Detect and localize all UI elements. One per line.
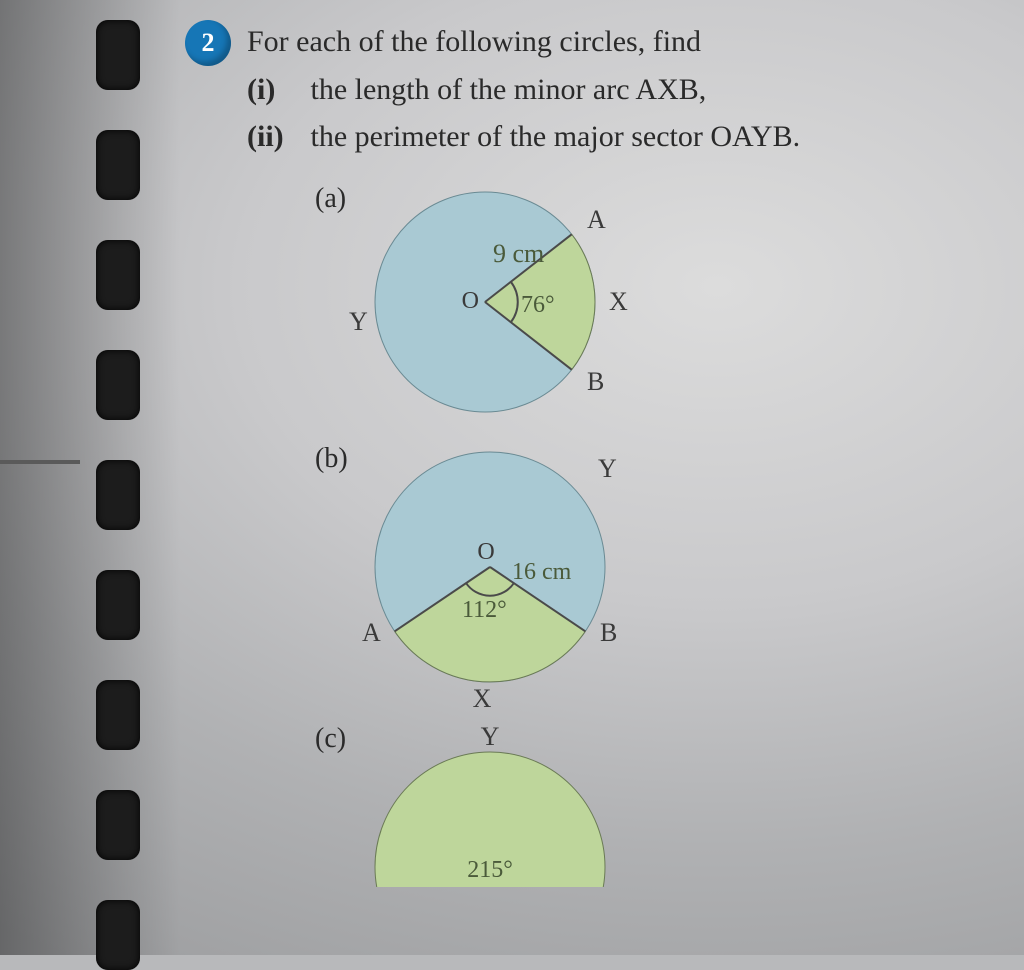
figure-a-label: (a): [315, 183, 346, 215]
pt-b-b: B: [600, 618, 617, 647]
radius-label-a: 9 cm: [493, 239, 544, 268]
center-o-a: O: [462, 288, 479, 314]
question-number: 2: [202, 28, 215, 58]
question-block: 2 For each of the following circles, fin…: [185, 20, 984, 897]
question-number-badge: 2: [185, 20, 231, 66]
angle-label-b: 112°: [462, 597, 507, 623]
part-i-roman: (i): [247, 68, 303, 112]
question-text: For each of the following circles, find …: [247, 20, 984, 159]
radius-label-b: 16 cm: [512, 559, 572, 585]
figure-c-label: (c): [315, 723, 346, 755]
pt-x-a: X: [609, 287, 628, 316]
scan-mark: [0, 460, 80, 464]
figure-b-svg: O 16 cm 112° A B X Y: [315, 437, 695, 707]
center-o-b: O: [477, 539, 494, 565]
pt-a-b: A: [362, 618, 381, 647]
angle-label-c: 215°: [467, 857, 513, 883]
figure-b-label: (b): [315, 443, 348, 475]
figure-b: (b) O 16 cm 112° A B X Y: [315, 437, 984, 707]
figure-a: (a) O 9 cm 76° A B X: [315, 177, 984, 427]
pt-y-a: Y: [349, 307, 368, 336]
spiral-binding: [88, 0, 148, 955]
part-i-text: the length of the minor arc AXB,: [311, 73, 707, 106]
part-ii-roman: (ii): [247, 115, 303, 159]
angle-label-a: 76°: [521, 292, 555, 318]
figure-a-svg: O 9 cm 76° A B X Y: [315, 177, 675, 427]
pt-y-c: Y: [481, 722, 500, 751]
question-stem: For each of the following circles, find: [247, 25, 701, 58]
pt-b-a: B: [587, 367, 604, 396]
figures: (a) O 9 cm 76° A B X: [315, 177, 984, 887]
figure-c: (c) Y 215°: [315, 717, 984, 887]
pt-x-b: X: [473, 684, 492, 707]
pt-y-b: Y: [598, 454, 617, 483]
pt-a-a: A: [587, 205, 606, 234]
figure-c-svg: Y 215°: [315, 717, 675, 887]
part-ii-text: the perimeter of the major sector OAYB.: [311, 120, 801, 153]
